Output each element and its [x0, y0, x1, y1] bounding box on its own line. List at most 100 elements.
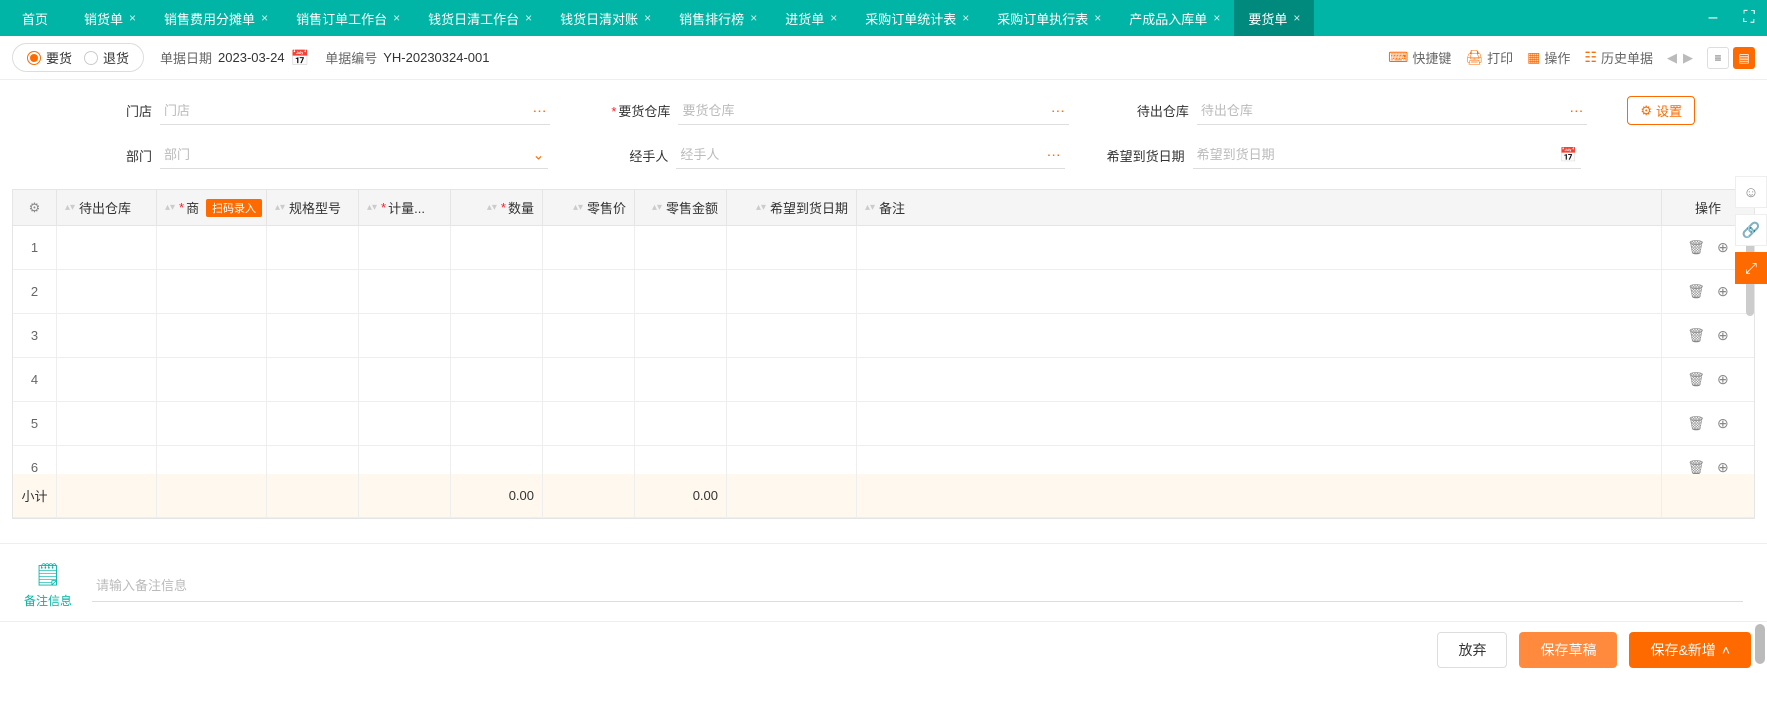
header-note[interactable]: ▴▾备注 [857, 190, 1662, 225]
ellipsis-icon[interactable]: ⋯ [1569, 102, 1583, 119]
ellipsis-icon[interactable]: ⋯ [532, 102, 546, 119]
cell-qty[interactable] [451, 446, 543, 474]
cell-amount[interactable] [635, 314, 727, 357]
tab-item[interactable]: 销售费用分摊单× [150, 0, 282, 36]
table-row[interactable]: 1🗑⊕ [13, 226, 1754, 270]
discard-button[interactable]: 放弃 [1437, 632, 1507, 668]
cell-unit[interactable] [359, 402, 451, 445]
cell-out-warehouse[interactable] [57, 446, 157, 474]
close-icon[interactable]: × [644, 11, 651, 25]
cell-note[interactable] [857, 402, 1662, 445]
cell-price[interactable] [543, 358, 635, 401]
cell-amount[interactable] [635, 402, 727, 445]
cell-expect-date[interactable] [727, 446, 857, 474]
doc-date-value[interactable]: 2023-03-24 [218, 50, 285, 65]
history-button[interactable]: ☷历史单据 [1584, 48, 1653, 67]
tab-item[interactable]: 采购订单执行表× [983, 0, 1115, 36]
tab-item[interactable]: 进货单× [771, 0, 851, 36]
header-expect-date[interactable]: ▴▾希望到货日期 [727, 190, 857, 225]
handler-input[interactable] [676, 141, 1064, 169]
cell-note[interactable] [857, 446, 1662, 474]
cell-product[interactable] [157, 226, 267, 269]
out-warehouse-input[interactable] [1197, 97, 1587, 125]
cell-spec[interactable] [267, 270, 359, 313]
tab-item[interactable]: 销售订单工作台× [282, 0, 414, 36]
cell-qty[interactable] [451, 402, 543, 445]
header-qty[interactable]: ▴▾*数量 [451, 190, 543, 225]
close-icon[interactable]: × [393, 11, 400, 25]
cell-unit[interactable] [359, 226, 451, 269]
cell-unit[interactable] [359, 314, 451, 357]
header-spec[interactable]: ▴▾规格型号 [267, 190, 359, 225]
header-product[interactable]: ▴▾*商扫码录入 [157, 190, 267, 225]
close-icon[interactable]: × [525, 11, 532, 25]
cell-price[interactable] [543, 314, 635, 357]
view-detail-button[interactable]: ▤ [1733, 47, 1755, 69]
close-icon[interactable]: × [261, 11, 268, 25]
cell-expect-date[interactable] [727, 402, 857, 445]
cell-spec[interactable] [267, 402, 359, 445]
chevron-down-icon[interactable]: ⌄ [533, 147, 545, 164]
add-row-icon[interactable]: ⊕ [1717, 459, 1729, 474]
request-warehouse-input[interactable] [678, 97, 1068, 125]
header-gear[interactable]: ⚙ [13, 190, 57, 225]
radio-request[interactable]: 要货 [27, 48, 72, 67]
print-button[interactable]: 🖨打印 [1465, 48, 1513, 67]
tab-item[interactable]: 钱货日清对账× [546, 0, 665, 36]
cell-spec[interactable] [267, 314, 359, 357]
add-row-icon[interactable]: ⊕ [1717, 239, 1729, 256]
cell-spec[interactable] [267, 226, 359, 269]
delete-row-icon[interactable]: 🗑 [1687, 283, 1705, 300]
delete-row-icon[interactable]: 🗑 [1687, 459, 1705, 474]
delete-row-icon[interactable]: 🗑 [1687, 239, 1705, 256]
scan-badge[interactable]: 扫码录入 [206, 199, 262, 217]
delete-row-icon[interactable]: 🗑 [1687, 371, 1705, 388]
shortcut-button[interactable]: ⌨快捷键 [1388, 48, 1451, 67]
rail-btn-expand[interactable]: ⤢ [1735, 252, 1767, 284]
header-unit[interactable]: ▴▾*计量... [359, 190, 451, 225]
cell-expect-date[interactable] [727, 358, 857, 401]
minimize-button[interactable]: – [1695, 0, 1731, 36]
next-doc-button[interactable]: ▶ [1683, 50, 1693, 66]
prev-doc-button[interactable]: ◀ [1667, 50, 1677, 66]
cell-amount[interactable] [635, 446, 727, 474]
tab-item[interactable]: 采购订单统计表× [851, 0, 983, 36]
cell-unit[interactable] [359, 358, 451, 401]
tab-item[interactable]: 产成品入库单× [1115, 0, 1234, 36]
cell-qty[interactable] [451, 358, 543, 401]
table-row[interactable]: 3🗑⊕ [13, 314, 1754, 358]
expect-date-input[interactable] [1193, 141, 1581, 169]
radio-return[interactable]: 退货 [84, 48, 129, 67]
close-icon[interactable]: × [129, 11, 136, 25]
table-row[interactable]: 4🗑⊕ [13, 358, 1754, 402]
header-amount[interactable]: ▴▾零售金额 [635, 190, 727, 225]
cell-note[interactable] [857, 226, 1662, 269]
cell-qty[interactable] [451, 270, 543, 313]
cell-note[interactable] [857, 358, 1662, 401]
cell-qty[interactable] [451, 226, 543, 269]
page-scrollbar[interactable] [1755, 624, 1765, 664]
dept-input[interactable] [160, 141, 548, 169]
cell-amount[interactable] [635, 358, 727, 401]
cell-note[interactable] [857, 314, 1662, 357]
fullscreen-button[interactable]: ⛶ [1731, 0, 1767, 36]
add-row-icon[interactable]: ⊕ [1717, 283, 1729, 300]
rail-btn-1[interactable]: ☺ [1735, 176, 1767, 208]
add-row-icon[interactable]: ⊕ [1717, 327, 1729, 344]
close-icon[interactable]: × [1094, 11, 1101, 25]
cell-price[interactable] [543, 270, 635, 313]
cell-expect-date[interactable] [727, 270, 857, 313]
table-row[interactable]: 5🗑⊕ [13, 402, 1754, 446]
tab-item[interactable]: 钱货日清工作台× [414, 0, 546, 36]
cell-product[interactable] [157, 446, 267, 474]
cell-note[interactable] [857, 270, 1662, 313]
table-row[interactable]: 6🗑⊕ [13, 446, 1754, 474]
cell-unit[interactable] [359, 446, 451, 474]
cell-out-warehouse[interactable] [57, 226, 157, 269]
close-icon[interactable]: × [750, 11, 757, 25]
cell-product[interactable] [157, 314, 267, 357]
cell-spec[interactable] [267, 358, 359, 401]
ellipsis-icon[interactable]: ⋯ [1047, 147, 1061, 164]
tab-item[interactable]: 要货单× [1234, 0, 1314, 36]
close-icon[interactable]: × [962, 11, 969, 25]
